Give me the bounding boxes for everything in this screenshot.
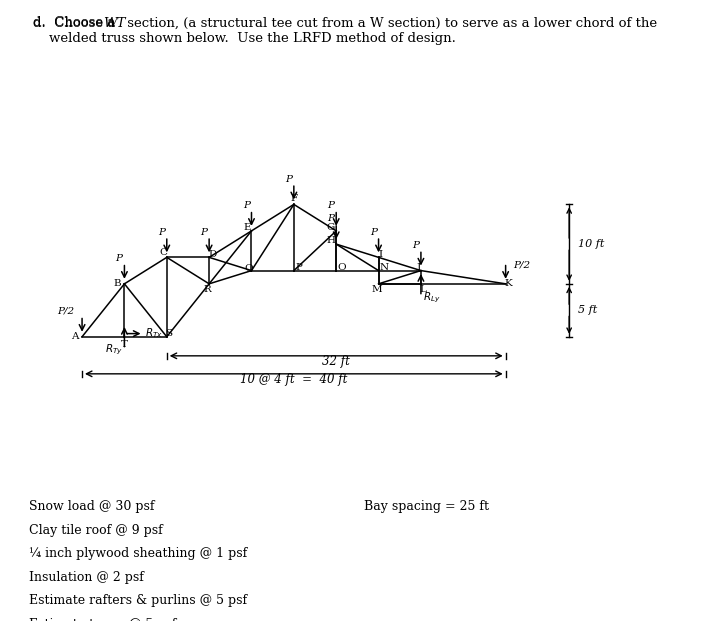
Text: d.  Choose a: d. Choose a xyxy=(33,16,119,29)
Text: S: S xyxy=(165,329,173,338)
Text: P: P xyxy=(242,201,250,210)
Text: P: P xyxy=(116,254,122,263)
Text: N: N xyxy=(379,263,389,273)
Text: E: E xyxy=(243,223,251,232)
Text: P: P xyxy=(200,227,207,237)
Text: M: M xyxy=(371,284,381,294)
Text: J: J xyxy=(416,263,421,273)
Text: P: P xyxy=(328,214,334,224)
Text: Estimate rafters & purlins @ 5 psf: Estimate rafters & purlins @ 5 psf xyxy=(29,594,248,607)
Text: F: F xyxy=(290,194,298,202)
Text: P/2: P/2 xyxy=(58,307,75,315)
Text: d.  Choose a: d. Choose a xyxy=(33,17,119,30)
Text: P: P xyxy=(412,241,419,250)
Text: 5 ft: 5 ft xyxy=(577,306,597,315)
Text: G: G xyxy=(327,223,335,232)
Text: section, (a structural tee cut from a W section) to serve as a lower chord of th: section, (a structural tee cut from a W … xyxy=(123,17,657,30)
Text: O: O xyxy=(337,263,346,273)
Text: ¼ inch plywood sheathing @ 1 psf: ¼ inch plywood sheathing @ 1 psf xyxy=(29,547,248,560)
Text: P: P xyxy=(285,175,292,184)
Text: 32 ft: 32 ft xyxy=(323,355,350,368)
Text: I: I xyxy=(379,250,383,259)
Text: H: H xyxy=(326,236,336,245)
Text: WT: WT xyxy=(103,17,125,30)
Text: $R_{Tx}$: $R_{Tx}$ xyxy=(145,326,162,340)
Text: T: T xyxy=(121,340,128,348)
Text: A: A xyxy=(71,332,79,342)
Text: Snow load @ 30 psf: Snow load @ 30 psf xyxy=(29,500,154,513)
Text: B: B xyxy=(113,279,121,288)
Text: R: R xyxy=(203,284,211,294)
Text: L: L xyxy=(419,284,427,294)
Text: 10 ft: 10 ft xyxy=(577,239,604,249)
Text: P: P xyxy=(370,227,377,237)
Text: Insulation @ 2 psf: Insulation @ 2 psf xyxy=(29,571,144,584)
Text: $R_{Ty}$: $R_{Ty}$ xyxy=(106,343,123,358)
Text: C: C xyxy=(159,248,167,256)
Text: D: D xyxy=(208,250,216,259)
Text: 10 @ 4 ft  =  40 ft: 10 @ 4 ft = 40 ft xyxy=(240,373,347,386)
Text: Q: Q xyxy=(244,263,253,273)
Text: K: K xyxy=(505,279,513,288)
Text: Estimate truss  @ 5 psf: Estimate truss @ 5 psf xyxy=(29,618,176,621)
Text: Bay spacing = 25 ft: Bay spacing = 25 ft xyxy=(364,500,489,513)
Text: P: P xyxy=(328,201,334,210)
Text: P: P xyxy=(158,227,165,237)
Text: P: P xyxy=(296,263,303,273)
Text: Clay tile roof @ 9 psf: Clay tile roof @ 9 psf xyxy=(29,524,163,537)
Text: P/2: P/2 xyxy=(513,261,530,270)
Text: $R_{Ly}$: $R_{Ly}$ xyxy=(423,290,440,304)
Text: welded truss shown below.  Use the LRFD method of design.: welded truss shown below. Use the LRFD m… xyxy=(49,32,456,45)
